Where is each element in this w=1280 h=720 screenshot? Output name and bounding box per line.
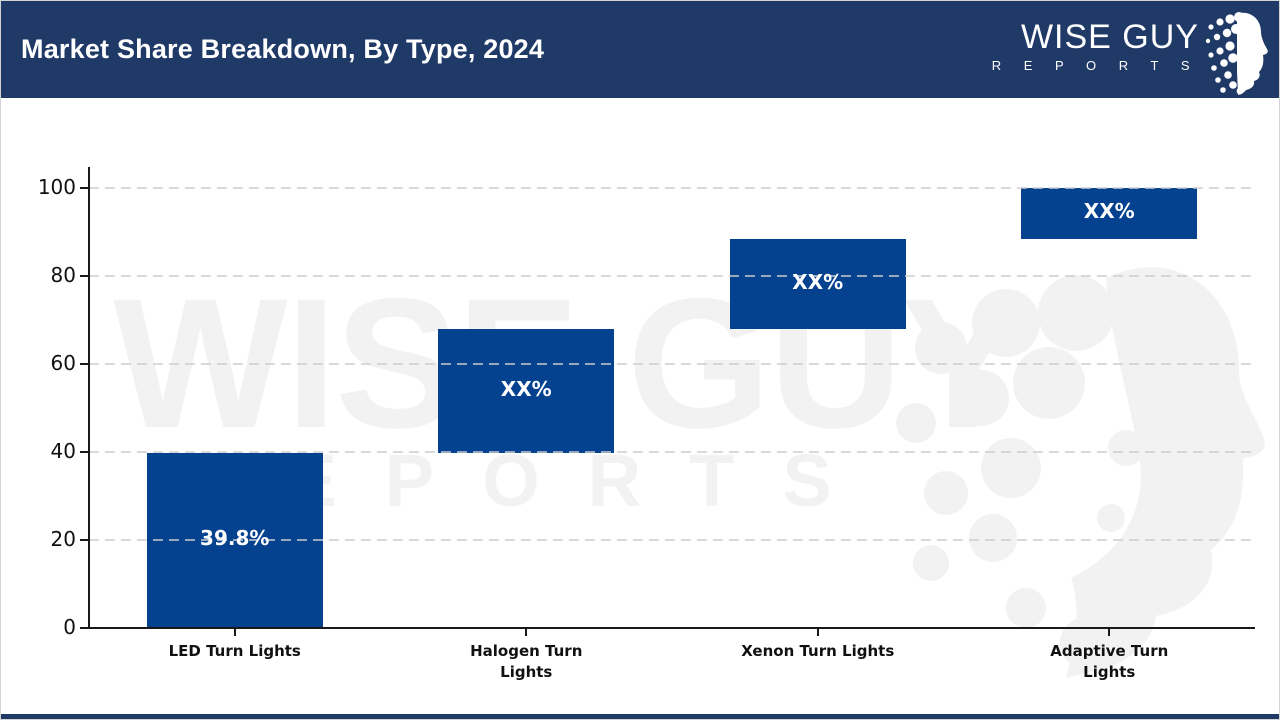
x-category-label: Adaptive Turn Lights (1050, 642, 1169, 681)
x-tick-mark (525, 629, 528, 636)
y-axis-spine (88, 167, 90, 629)
x-category-label: Xenon Turn Lights (741, 642, 895, 660)
y-tick-label: 80 (50, 262, 76, 287)
x-tick-mark (233, 629, 236, 636)
y-tick-label: 40 (50, 438, 76, 463)
gridline (89, 362, 1255, 365)
y-tick-mark (80, 274, 88, 277)
x-category-label: LED Turn Lights (168, 642, 301, 660)
y-tick-mark (80, 538, 88, 541)
logo-wordmark: WISE GUY (1020, 18, 1199, 56)
x-category-label: Halogen Turn Lights (470, 642, 583, 681)
x-tick-mark (1108, 629, 1111, 636)
gridline (89, 187, 1255, 189)
y-tick-label: 100 (37, 175, 76, 199)
y-tick-mark (80, 450, 88, 453)
wise-guy-logo: WISE GUY R E P O R T S (992, 5, 1269, 95)
bar-value-label: XX% (500, 376, 552, 401)
bar-value-label: XX% (792, 269, 844, 294)
bar (438, 328, 615, 453)
gridline (89, 274, 1255, 277)
y-tick-mark (80, 626, 88, 629)
gridline (89, 450, 1255, 453)
bar (1021, 188, 1198, 239)
y-tick-label: 60 (50, 350, 76, 375)
y-tick-label: 0 (63, 614, 76, 639)
header: Market Share Breakdown, By Type, 2024 WI… (1, 1, 1279, 98)
x-tick-mark (816, 629, 819, 636)
logo-reports: R E P O R T S (991, 58, 1199, 73)
bar-value-label: XX% (1083, 199, 1135, 224)
x-axis-spine (87, 626, 1255, 629)
y-tick-mark (80, 187, 88, 189)
y-tick-mark (80, 362, 88, 365)
gridline (89, 538, 1255, 541)
watermark-head-icon (896, 267, 1265, 678)
bar (729, 238, 906, 329)
y-tick-label: 20 (50, 526, 76, 551)
logo-head-icon (1205, 12, 1268, 95)
footer-bar (1, 714, 1279, 719)
page-title: Market Share Breakdown, By Type, 2024 (21, 34, 545, 64)
bar-value-label: 39.8% (200, 526, 270, 551)
